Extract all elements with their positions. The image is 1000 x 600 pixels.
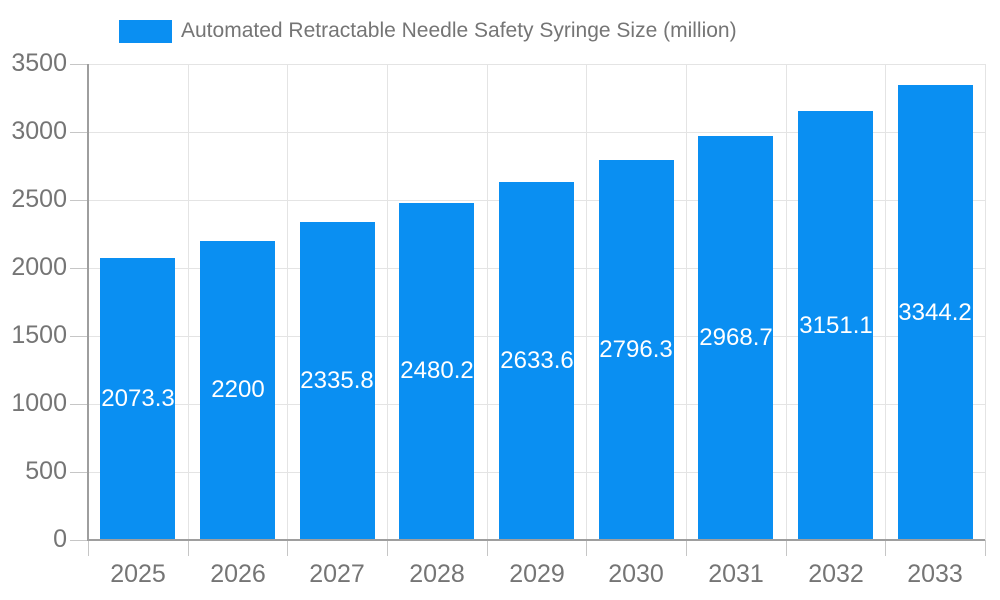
bar-value-label: 3344.2 — [898, 299, 972, 326]
bar — [100, 258, 175, 539]
bar — [698, 136, 773, 539]
bar — [300, 222, 375, 539]
x-axis-tick — [586, 540, 587, 556]
gridline-vertical — [387, 64, 388, 540]
gridline-vertical — [786, 64, 787, 540]
gridline-vertical — [487, 64, 488, 540]
y-axis-label: 1000 — [11, 389, 67, 417]
gridline-vertical — [586, 64, 587, 540]
bar — [499, 182, 574, 539]
x-axis-tick — [985, 540, 986, 556]
x-axis-line — [87, 539, 985, 541]
chart-title: Automated Retractable Needle Safety Syri… — [181, 19, 737, 42]
gridline-vertical — [885, 64, 886, 540]
y-axis-tick — [70, 540, 88, 541]
x-axis-tick — [188, 540, 189, 556]
x-axis-label: 2033 — [907, 560, 963, 588]
bar — [399, 203, 474, 539]
x-axis-label: 2027 — [309, 560, 365, 588]
x-axis-tick — [88, 540, 89, 556]
y-axis-tick — [70, 64, 88, 65]
bar-value-label: 2335.8 — [300, 367, 374, 394]
bar-value-label: 2796.3 — [599, 336, 673, 363]
x-axis-label: 2026 — [210, 560, 266, 588]
y-axis-label: 500 — [25, 457, 67, 485]
bar-value-label: 3151.1 — [799, 312, 873, 339]
y-axis-tick — [70, 472, 88, 473]
x-axis-tick — [287, 540, 288, 556]
gridline-vertical — [985, 64, 986, 540]
y-axis-tick — [70, 200, 88, 201]
x-axis-label: 2028 — [409, 560, 465, 588]
gridline-horizontal — [88, 132, 985, 133]
bar — [599, 160, 674, 539]
y-axis-tick — [70, 132, 88, 133]
bar-value-label: 2480.2 — [400, 357, 474, 384]
x-axis-tick — [885, 540, 886, 556]
y-axis-tick — [70, 404, 88, 405]
y-axis-label: 1500 — [11, 321, 67, 349]
x-axis-tick — [786, 540, 787, 556]
y-axis-label: 3000 — [11, 117, 67, 145]
x-axis-label: 2030 — [608, 560, 664, 588]
x-axis-label: 2032 — [808, 560, 864, 588]
bar-value-label: 2073.3 — [101, 385, 175, 412]
y-axis-label: 2500 — [11, 185, 67, 213]
y-axis-label: 0 — [53, 525, 67, 553]
gridline-vertical — [686, 64, 687, 540]
bar-value-label: 2633.6 — [500, 347, 574, 374]
bar — [798, 111, 873, 539]
x-axis-label: 2025 — [110, 560, 166, 588]
gridline-vertical — [188, 64, 189, 540]
y-axis-label: 2000 — [11, 253, 67, 281]
bar-value-label: 2968.7 — [699, 324, 773, 351]
x-axis-label: 2031 — [708, 560, 764, 588]
legend-swatch — [119, 19, 172, 43]
y-axis-label: 3500 — [11, 49, 67, 77]
bar-value-label: 2200 — [211, 376, 265, 403]
gridline-vertical — [287, 64, 288, 540]
y-axis-tick — [70, 336, 88, 337]
chart-legend: Automated Retractable Needle Safety Syri… — [119, 19, 737, 43]
x-axis-tick — [387, 540, 388, 556]
bar — [898, 85, 973, 539]
bar — [200, 241, 275, 539]
x-axis-tick — [487, 540, 488, 556]
gridline-horizontal — [88, 64, 985, 65]
y-axis-line — [87, 64, 89, 540]
x-axis-tick — [686, 540, 687, 556]
x-axis-label: 2029 — [509, 560, 565, 588]
y-axis-tick — [70, 268, 88, 269]
